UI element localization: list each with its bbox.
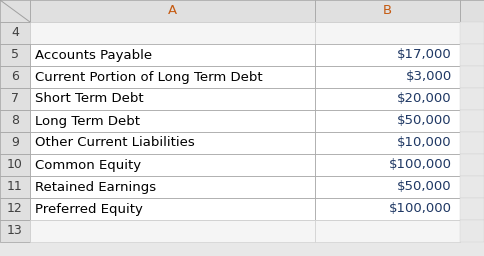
Bar (460, 88, 484, 110)
Text: $50,000: $50,000 (397, 180, 452, 194)
Text: 4: 4 (11, 27, 19, 39)
Bar (0, 132, 30, 154)
Bar (315, 110, 460, 132)
Bar (315, 220, 460, 242)
Bar (460, 154, 484, 176)
Bar (315, 154, 460, 176)
Bar (0, 88, 30, 110)
Text: 12: 12 (7, 202, 23, 216)
Bar (0, 198, 30, 220)
Text: $3,000: $3,000 (406, 70, 452, 83)
Text: Current Portion of Long Term Debt: Current Portion of Long Term Debt (35, 70, 263, 83)
Bar (460, 22, 484, 44)
Bar (315, 44, 460, 66)
Bar (30, 132, 315, 154)
Bar (460, 220, 484, 242)
Bar (0, 0, 30, 22)
Bar (460, 198, 484, 220)
Bar (315, 22, 460, 44)
Bar (30, 44, 315, 66)
Bar (460, 0, 484, 22)
Text: Retained Earnings: Retained Earnings (35, 180, 156, 194)
Bar (0, 22, 30, 44)
Text: Short Term Debt: Short Term Debt (35, 92, 144, 105)
Text: 6: 6 (11, 70, 19, 83)
Text: $17,000: $17,000 (397, 48, 452, 61)
Text: 13: 13 (7, 225, 23, 238)
Text: Long Term Debt: Long Term Debt (35, 114, 140, 127)
Bar (0, 176, 30, 198)
Text: Other Current Liabilities: Other Current Liabilities (35, 136, 195, 150)
Bar (30, 110, 315, 132)
Bar (30, 0, 315, 22)
Bar (0, 44, 30, 66)
Bar (460, 176, 484, 198)
Text: Common Equity: Common Equity (35, 158, 141, 172)
Text: 8: 8 (11, 114, 19, 127)
Text: 9: 9 (11, 136, 19, 150)
Bar (30, 176, 315, 198)
Bar (30, 88, 315, 110)
Bar (0, 220, 30, 242)
Text: 5: 5 (11, 48, 19, 61)
Bar (315, 0, 460, 22)
Bar (315, 88, 460, 110)
Bar (30, 22, 315, 44)
Text: 7: 7 (11, 92, 19, 105)
Text: 10: 10 (7, 158, 23, 172)
Text: B: B (383, 5, 392, 17)
Bar (315, 132, 460, 154)
Bar (460, 110, 484, 132)
Bar (460, 132, 484, 154)
Text: $100,000: $100,000 (389, 158, 452, 172)
Bar (0, 110, 30, 132)
Text: $10,000: $10,000 (397, 136, 452, 150)
Bar (30, 154, 315, 176)
Bar (30, 220, 315, 242)
Text: $100,000: $100,000 (389, 202, 452, 216)
Text: A: A (168, 5, 177, 17)
Bar (460, 66, 484, 88)
Text: Accounts Payable: Accounts Payable (35, 48, 152, 61)
Bar (0, 66, 30, 88)
Text: Preferred Equity: Preferred Equity (35, 202, 143, 216)
Bar (315, 198, 460, 220)
Bar (315, 66, 460, 88)
Bar (30, 66, 315, 88)
Bar (0, 154, 30, 176)
Text: 11: 11 (7, 180, 23, 194)
Bar (315, 176, 460, 198)
Bar (460, 44, 484, 66)
Text: $50,000: $50,000 (397, 114, 452, 127)
Text: $20,000: $20,000 (397, 92, 452, 105)
Bar (30, 198, 315, 220)
